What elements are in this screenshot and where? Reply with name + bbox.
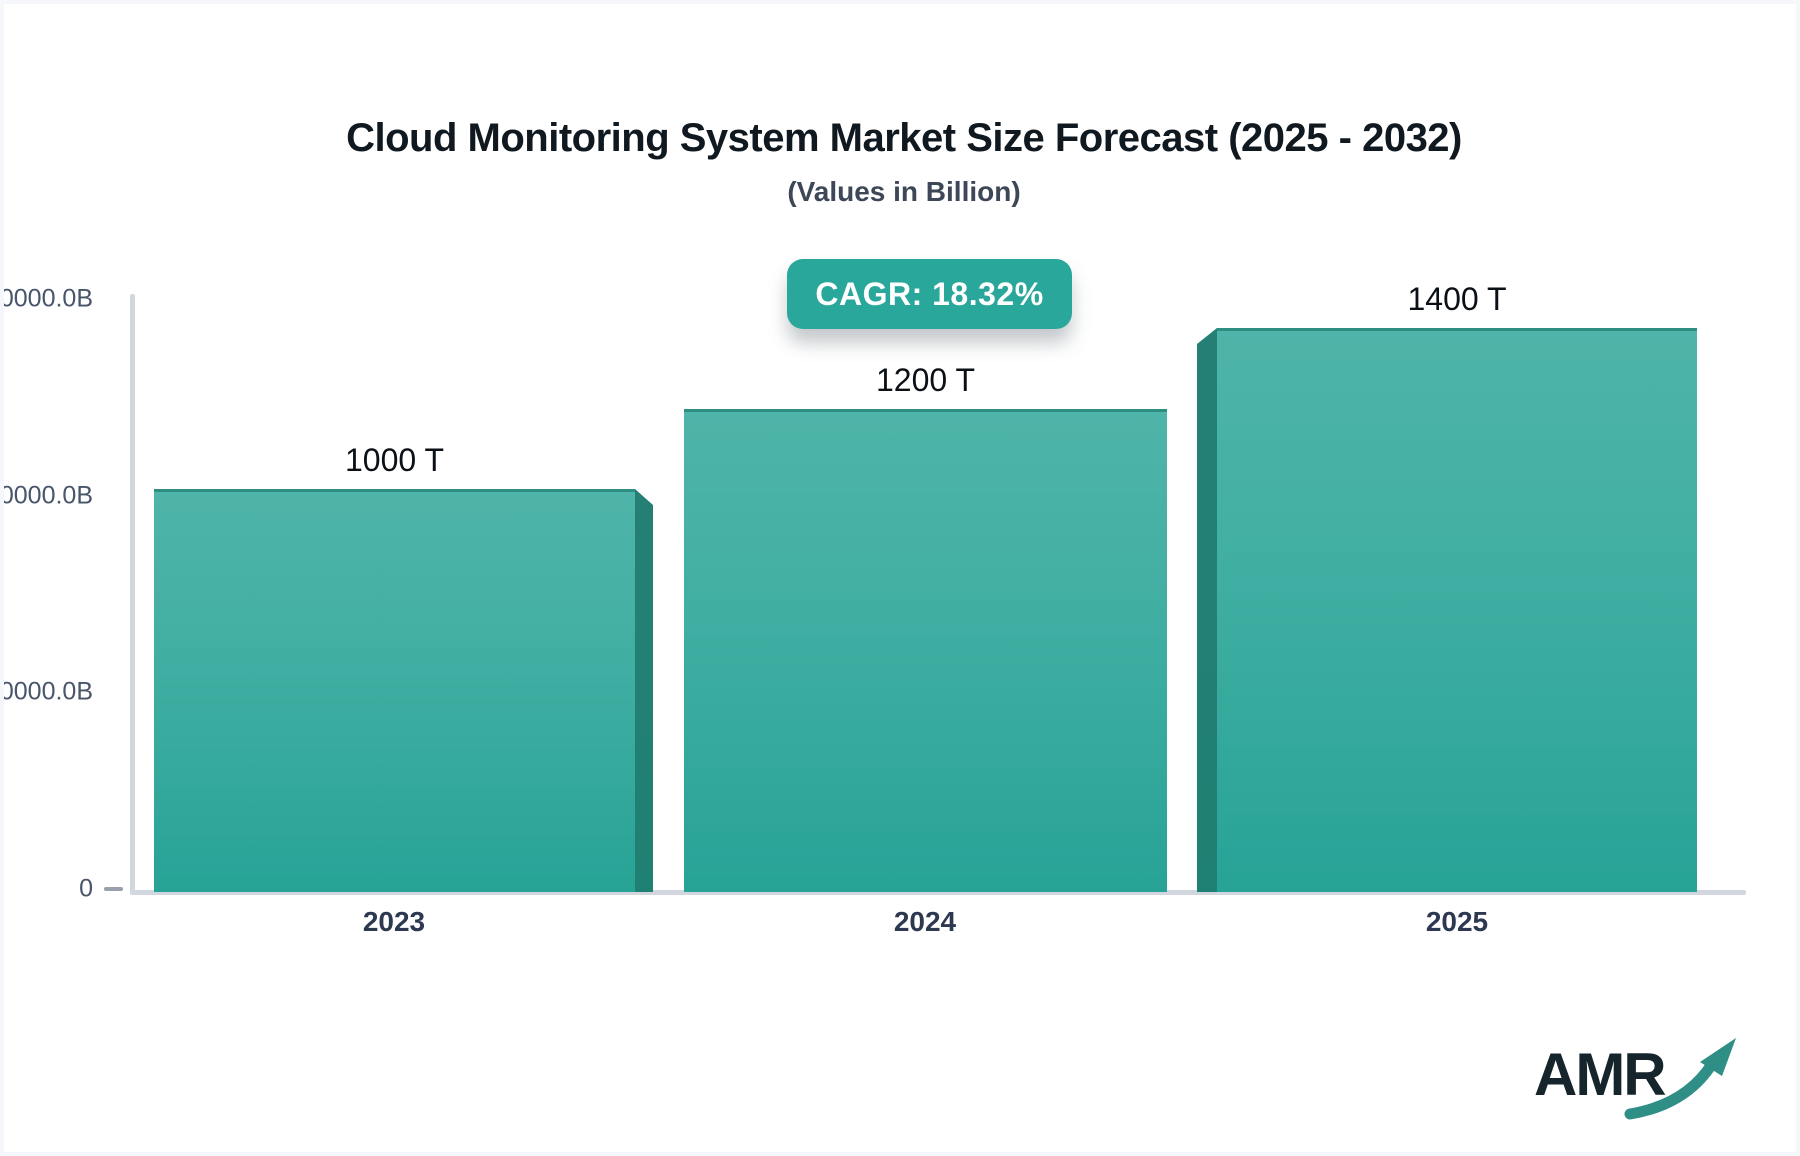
x-tick-label-2025: 2025 [1425,906,1489,937]
bar-2025-value-label: 1400 T [1407,281,1507,317]
bar-2025-side-shadow [1197,328,1217,892]
y-tick-label: 0000.0B [0,677,93,706]
y-tick-label: 0000.0B [0,481,93,510]
bar-2024: 1200 T [684,362,1167,892]
bar-2024-value-label: 1200 T [875,362,976,398]
x-axis-line [130,890,1746,895]
x-tick-label-2024: 2024 [893,906,957,937]
bar-2023: 1000 T [154,442,653,892]
amr-logo-text: AMR [1534,1041,1667,1108]
bar-2023-face [154,489,635,892]
bar-2025: 1400 T [1197,281,1697,892]
bar-2023-value-label: 1000 T [344,442,445,478]
chart-title: Cloud Monitoring System Market Size Fore… [346,116,1462,160]
bar-2025-face [1217,328,1697,892]
cagr-badge: CAGR: 18.32% [787,259,1072,329]
zero-tick-dash [104,887,123,891]
cagr-badge-label: CAGR: 18.32% [815,275,1044,312]
bar-2024-face [684,409,1167,892]
growth-arrow-icon [1624,1038,1736,1120]
y-axis-line [130,294,135,894]
y-tick-label: 0000.0B [0,284,93,313]
chart-subtitle: (Values in Billion) [787,176,1021,207]
x-tick-label-2023: 2023 [362,906,426,937]
amr-logo: AMR [1534,1032,1754,1122]
bar-2023-side-shadow [635,489,653,892]
y-tick-label: 0 [79,874,93,903]
